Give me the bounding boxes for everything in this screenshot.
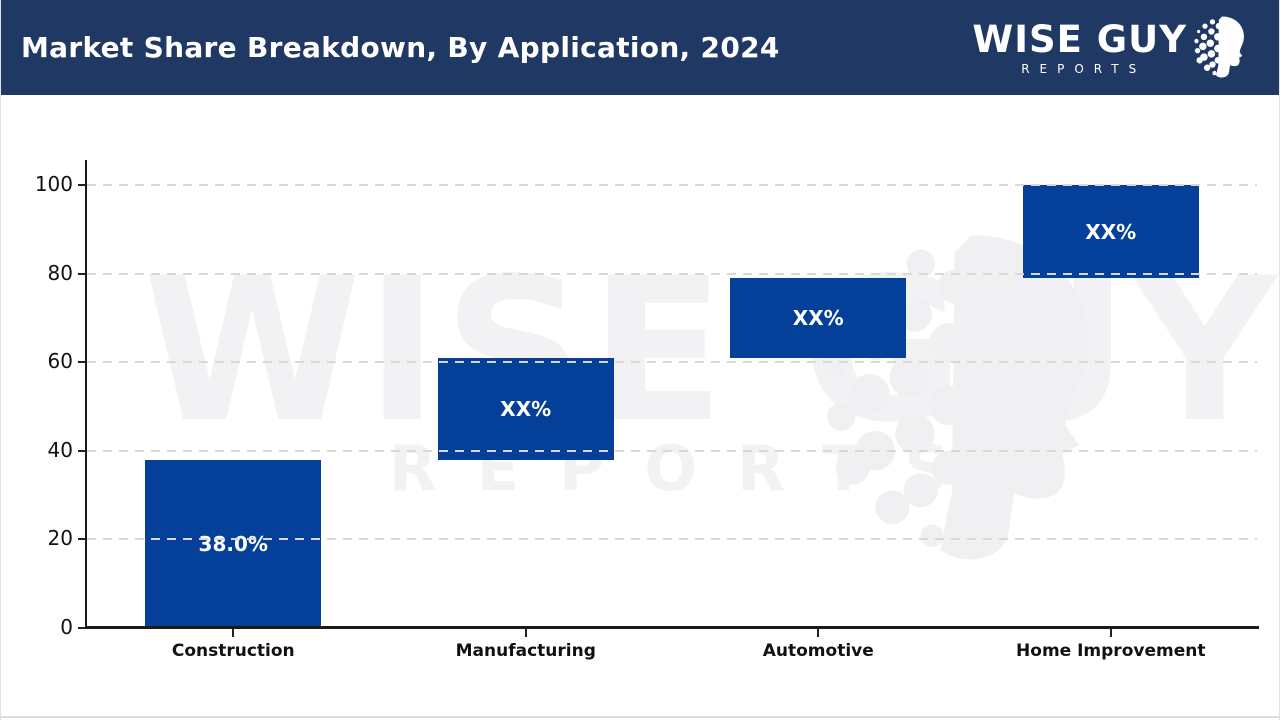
x-axis-category-label: Manufacturing bbox=[455, 641, 596, 661]
logo-wordmark: WISE GUY bbox=[972, 17, 1187, 61]
gridline-40 bbox=[87, 449, 1257, 452]
x-axis-tick bbox=[1109, 629, 1112, 637]
y-axis-tick-label: 100 bbox=[34, 172, 73, 196]
bar-value-label: XX% bbox=[1085, 219, 1137, 244]
bar-manufacturing: XX% bbox=[437, 357, 614, 460]
gridline-80 bbox=[87, 272, 1257, 275]
x-axis-tick bbox=[524, 629, 527, 637]
y-axis-tick bbox=[78, 184, 85, 186]
logo-subtitle: REPORTS bbox=[1021, 61, 1147, 76]
page-title: Market Share Breakdown, By Application, … bbox=[21, 31, 780, 64]
bottom-divider bbox=[1, 716, 1279, 718]
y-axis-tick-label: 0 bbox=[60, 615, 73, 639]
y-axis-tick-label: 20 bbox=[47, 526, 73, 551]
gridline-100 bbox=[87, 184, 1257, 186]
bar-value-label: 38.0% bbox=[198, 531, 268, 556]
y-axis-tick bbox=[78, 272, 85, 275]
bar-value-label: XX% bbox=[500, 396, 552, 421]
x-axis-category-label: Home Improvement bbox=[1016, 641, 1206, 661]
header: Market Share Breakdown, By Application, … bbox=[1, 0, 1279, 95]
y-axis-tick bbox=[78, 538, 85, 541]
y-axis-line bbox=[85, 160, 87, 628]
wiseguy-logo: WISE GUY REPORTS bbox=[972, 9, 1253, 87]
bar-home-improvement: XX% bbox=[1022, 185, 1199, 279]
y-axis-tick-label: 80 bbox=[47, 260, 73, 285]
wiseguy-logo-text: WISE GUY REPORTS bbox=[972, 21, 1187, 75]
bar-construction: 38.0% bbox=[145, 459, 322, 628]
x-axis-tick bbox=[232, 629, 235, 637]
gridline-60 bbox=[87, 361, 1257, 364]
y-axis-tick-label: 40 bbox=[47, 437, 73, 462]
wiseguy-head-icon bbox=[1194, 16, 1244, 78]
bar-automotive: XX% bbox=[730, 278, 907, 358]
y-axis-tick bbox=[78, 449, 85, 452]
y-axis-tick-label: 60 bbox=[47, 349, 73, 374]
y-axis-tick bbox=[78, 627, 85, 629]
x-axis-category-label: Automotive bbox=[762, 641, 874, 661]
x-axis-category-label: Construction bbox=[171, 641, 295, 661]
x-axis-line bbox=[85, 626, 1259, 629]
gridline-20 bbox=[87, 538, 1257, 541]
y-axis-tick bbox=[78, 361, 85, 364]
bar-value-label: XX% bbox=[792, 305, 844, 330]
x-axis-tick bbox=[817, 629, 820, 637]
